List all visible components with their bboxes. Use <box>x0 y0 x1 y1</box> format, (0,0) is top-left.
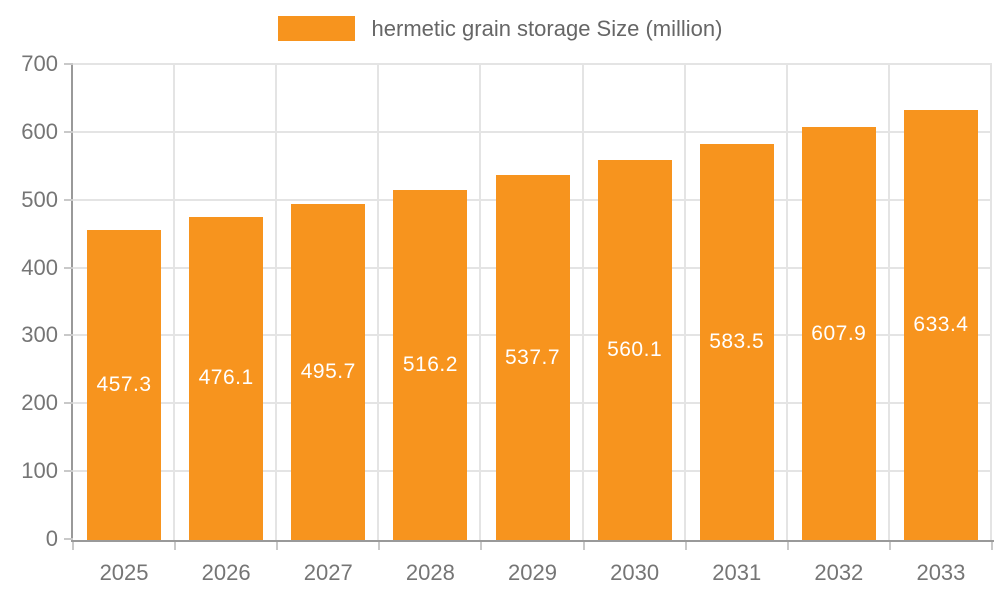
bar: 607.9 <box>801 127 876 540</box>
y-axis-tick <box>64 266 73 269</box>
y-axis-tick <box>64 470 73 473</box>
y-axis-tick <box>64 198 73 201</box>
bar: 457.3 <box>87 229 162 540</box>
y-tick-label: 0 <box>45 526 58 551</box>
x-axis-tick <box>684 542 687 550</box>
bar-value-label: 537.7 <box>504 345 561 369</box>
bar-value-label: 633.4 <box>913 313 969 337</box>
legend: hermetic grain storage Size (million) <box>0 16 1000 41</box>
x-axis-tick <box>888 542 891 550</box>
bar: 560.1 <box>597 159 672 540</box>
x-tick-label: 2032 <box>814 560 864 585</box>
y-tick-label: 300 <box>21 322 58 348</box>
bar-value-label: 476.1 <box>198 366 254 390</box>
y-axis-line <box>71 65 73 542</box>
y-tick-label: 500 <box>21 186 58 212</box>
bar-value-label: 495.7 <box>300 359 356 383</box>
bar-value-label: 583.5 <box>709 330 765 354</box>
x-tick-label: 2025 <box>99 560 149 585</box>
y-axis-tick <box>64 63 73 65</box>
v-gridline <box>581 65 584 540</box>
bar: 516.2 <box>393 189 468 540</box>
x-tick-label: 2029 <box>508 560 557 585</box>
v-gridline <box>785 65 788 540</box>
y-axis-tick <box>64 130 73 133</box>
x-axis-tick <box>786 542 789 550</box>
y-tick-label: 400 <box>21 254 58 280</box>
y-tick-label: 600 <box>21 118 58 144</box>
bar: 537.7 <box>495 175 570 540</box>
v-gridline <box>275 65 278 540</box>
v-gridline <box>887 65 890 540</box>
x-axis-tick <box>276 542 279 550</box>
y-axis-tick <box>64 538 73 540</box>
legend-label: hermetic grain storage Size (million) <box>371 16 723 41</box>
bar-value-label: 516.2 <box>402 352 458 376</box>
x-tick-label: 2026 <box>201 560 251 585</box>
bar: 583.5 <box>699 144 774 540</box>
plot-area: 457.3 476.1 495.7 516.2 537.7 560.1 583.5 607.9… <box>73 63 992 540</box>
y-axis-tick <box>64 402 73 405</box>
bar: 495.7 <box>291 203 366 540</box>
y-axis-tick <box>64 334 73 337</box>
v-gridline <box>377 65 380 540</box>
v-gridline <box>479 65 482 540</box>
y-tick-label: 100 <box>21 458 58 484</box>
h-gridline <box>73 130 992 133</box>
bar-value-label: 607.9 <box>811 321 867 345</box>
bar: 476.1 <box>189 216 264 540</box>
v-gridline <box>990 65 992 540</box>
x-axis-tick <box>378 542 381 550</box>
bar-value-label: 560.1 <box>607 337 663 361</box>
bar: 633.4 <box>903 110 978 540</box>
v-gridline <box>173 65 176 540</box>
x-tick-label: 2033 <box>916 560 966 585</box>
x-axis-tick <box>174 542 177 550</box>
x-axis-tick <box>72 542 74 550</box>
x-axis-line <box>71 540 994 542</box>
legend-swatch <box>277 16 355 41</box>
y-tick-label: 700 <box>21 51 58 76</box>
x-tick-label: 2027 <box>303 560 353 585</box>
x-tick-label: 2031 <box>712 560 762 585</box>
x-tick-label: 2030 <box>610 560 660 585</box>
h-gridline <box>73 63 992 65</box>
y-tick-label: 200 <box>21 390 58 416</box>
x-axis-tick <box>480 542 483 550</box>
bar-value-label: 457.3 <box>96 372 152 396</box>
x-tick-label: 2028 <box>405 560 455 585</box>
v-gridline <box>683 65 686 540</box>
x-axis-tick <box>991 542 993 550</box>
x-axis-tick <box>582 542 585 550</box>
